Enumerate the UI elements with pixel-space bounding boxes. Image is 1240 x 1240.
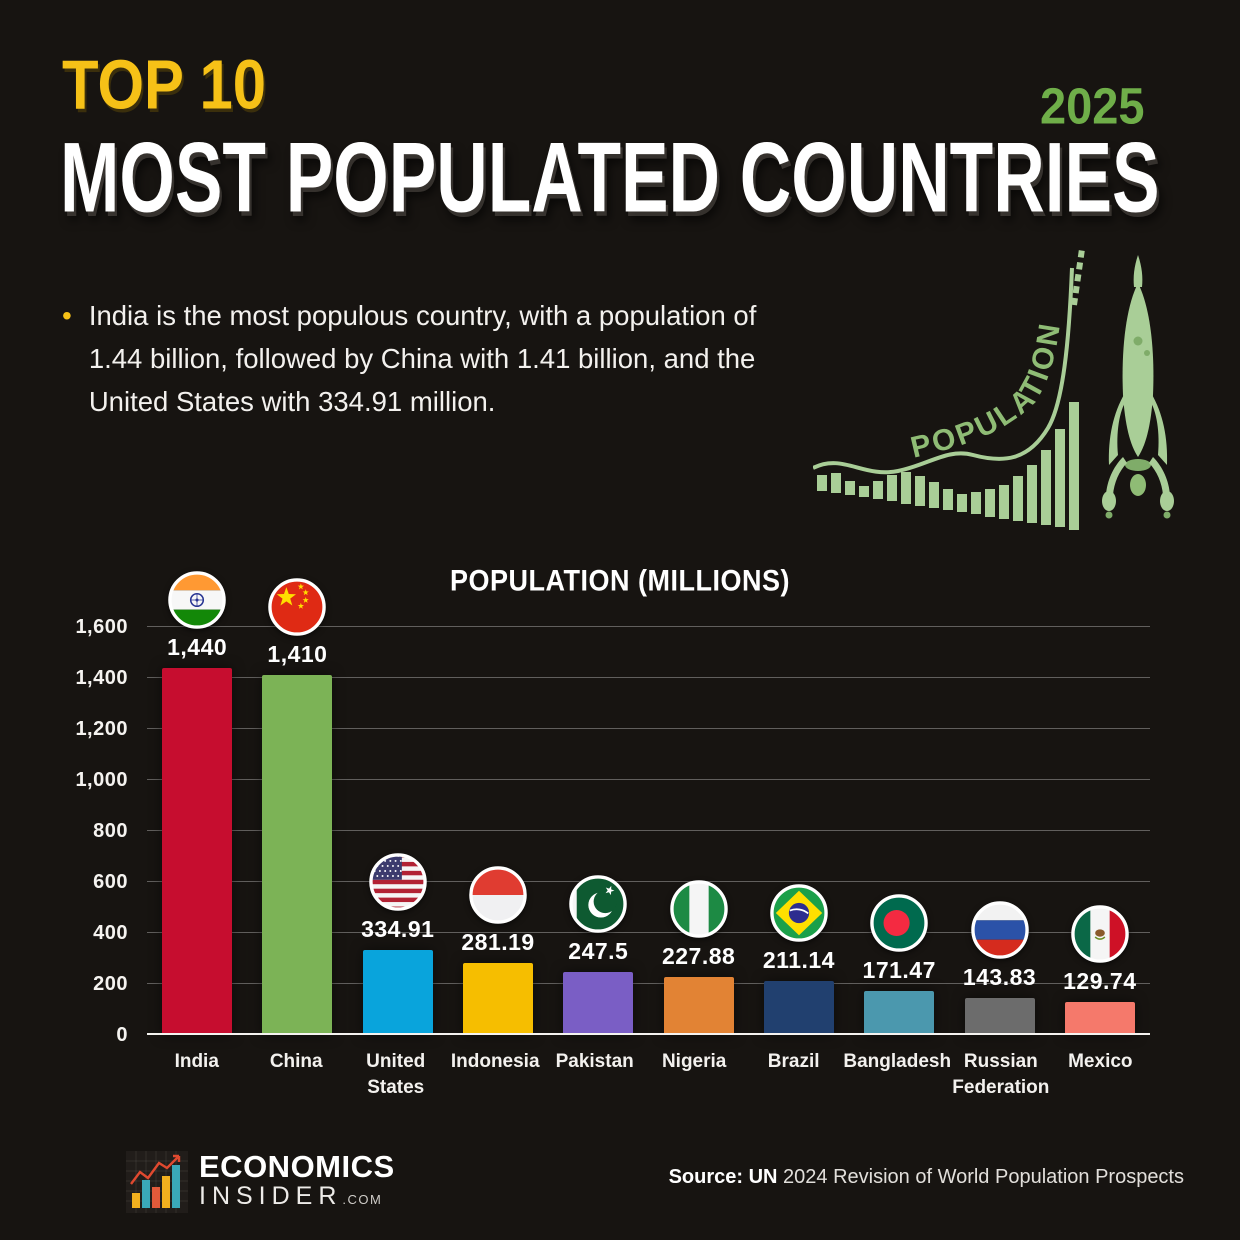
bar-india: [162, 667, 233, 1035]
chart-title: POPULATION (MILLIONS): [450, 564, 790, 598]
bar-value-label: 211.14: [762, 947, 835, 974]
bar-russian-federation: [964, 998, 1035, 1035]
svg-text:POPULATION: POPULATION: [908, 319, 1068, 464]
kicker-title: TOP 10: [62, 47, 267, 125]
bar-value-label: 1,440: [167, 633, 228, 660]
bar-bangladesh: [864, 991, 935, 1035]
bar-pakistan: [563, 971, 634, 1035]
brand-name-bottom: INSIDER.COM: [199, 1183, 395, 1213]
bar-column-nigeria: 227.88: [648, 627, 748, 1035]
bar-value-label: 171.47: [862, 957, 936, 984]
y-tick-label: 800: [93, 820, 128, 842]
y-tick-label: 0: [116, 1024, 128, 1046]
x-axis-label: Mexico: [1068, 1051, 1133, 1072]
y-tick-label: 400: [93, 922, 128, 944]
bar-chart-logo-icon: [126, 1150, 188, 1213]
intro-block: • India is the most populous country, wi…: [62, 294, 772, 423]
bar-value-label: 129.74: [1063, 967, 1137, 994]
bar-column-bangladesh: 171.47: [849, 627, 949, 1035]
brand-insider-text: INSIDER: [199, 1182, 343, 1210]
bar-value-label: 1,410: [267, 641, 328, 668]
brazil-flag-icon: [770, 884, 828, 942]
bar-column-mexico: 129.74: [1050, 627, 1150, 1035]
x-axis-label: Indonesia: [450, 1051, 540, 1072]
india-flag-icon: [168, 571, 226, 629]
bar-value-label: 281.19: [461, 929, 535, 956]
growth-curve: [813, 267, 1074, 475]
united-states-flag-icon: [368, 852, 427, 911]
gridline: [147, 677, 1150, 678]
gridline: [147, 779, 1150, 780]
bar-value-label: 227.88: [661, 942, 736, 969]
source-text: 2024 Revision of World Population Prospe…: [777, 1166, 1184, 1188]
gridline: [147, 983, 1150, 984]
y-tick-label: 200: [93, 973, 128, 995]
bar-column-russian-federation: 143.83: [949, 627, 1049, 1035]
bar-column-brazil: 211.14: [749, 627, 849, 1035]
x-axis-label: Russian Federation: [952, 1051, 1050, 1098]
page-title: MOST POPULATED COUNTRIES: [60, 121, 1160, 233]
plot-area: 1,440 1,410 334.91 281.19 247.5 227.88 211.14 1…: [147, 571, 1150, 1035]
x-axis-label: United States: [366, 1051, 426, 1098]
x-axis-label: Pakistan: [555, 1051, 634, 1072]
logo-text: ECONOMICS INSIDER.COM: [199, 1150, 395, 1213]
rocket-icon: [1102, 255, 1174, 519]
year-badge: 2025: [1040, 77, 1145, 135]
bar-column-pakistan: 247.5: [548, 627, 648, 1035]
brand-domain-suffix: .COM: [342, 1192, 383, 1207]
gridline: [147, 881, 1150, 882]
source-citation: Source: UN 2024 Revision of World Popula…: [669, 1166, 1184, 1189]
bar-value-label: 143.83: [962, 964, 1037, 991]
russia-flag-icon: [970, 901, 1029, 960]
y-axis: 0 200 400 600 800 1,000 1,200 1,400 1,600: [0, 617, 138, 1045]
bar-column-china: 1,410: [247, 578, 347, 1035]
bar-united-states: [362, 949, 433, 1035]
gridline: [147, 626, 1150, 627]
bar-brazil: [763, 981, 834, 1035]
intro-text: India is the most populous country, with…: [88, 300, 757, 417]
x-axis: India China United States Indonesia Pakistan…: [147, 1049, 1150, 1101]
x-axis-label: Brazil: [767, 1051, 820, 1072]
y-tick-label: 1,000: [75, 769, 128, 791]
population-growth-graphic: POPULATION: [813, 248, 1174, 530]
bar-column-india: 1,440: [147, 571, 247, 1035]
bar-china: [262, 675, 333, 1035]
x-axis-label: India: [174, 1051, 219, 1072]
bullet-icon: •: [62, 300, 72, 331]
population-graphic-label: POPULATION: [908, 319, 1065, 464]
bar-nigeria: [663, 976, 734, 1035]
mexico-flag-icon: [1071, 905, 1129, 963]
source-label: Source: UN: [668, 1166, 778, 1188]
x-axis-label: Bangladesh: [843, 1051, 952, 1072]
y-tick-label: 1,600: [75, 616, 128, 638]
y-tick-label: 1,200: [75, 718, 128, 740]
bar-column-indonesia: 281.19: [448, 627, 548, 1035]
bar-column-united-states: 334.91: [348, 627, 448, 1035]
x-axis-label: China: [269, 1051, 323, 1072]
bar-mexico: [1064, 1001, 1135, 1035]
bar-value-label: 247.5: [568, 937, 629, 964]
y-tick-label: 1,400: [75, 667, 128, 689]
china-flag-icon: [268, 578, 327, 637]
columns-layer: 1,440 1,410 334.91 281.19 247.5 227.88 211.14 1…: [147, 571, 1150, 1035]
nigeria-flag-icon: [669, 880, 728, 938]
x-axis-line: [147, 1033, 1150, 1035]
x-axis-label: Nigeria: [661, 1051, 727, 1072]
economics-insider-logo: ECONOMICS INSIDER.COM: [126, 1150, 395, 1213]
bangladesh-flag-icon: [870, 894, 928, 953]
bar-value-label: 334.91: [361, 915, 435, 942]
pakistan-flag-icon: [569, 875, 628, 933]
indonesia-flag-icon: [469, 866, 527, 925]
gridline: [147, 830, 1150, 831]
gridline: [147, 932, 1150, 933]
bar-indonesia: [463, 963, 534, 1035]
y-tick-label: 600: [93, 871, 128, 893]
brand-name-top: ECONOMICS: [199, 1149, 395, 1184]
gridline: [147, 728, 1150, 729]
